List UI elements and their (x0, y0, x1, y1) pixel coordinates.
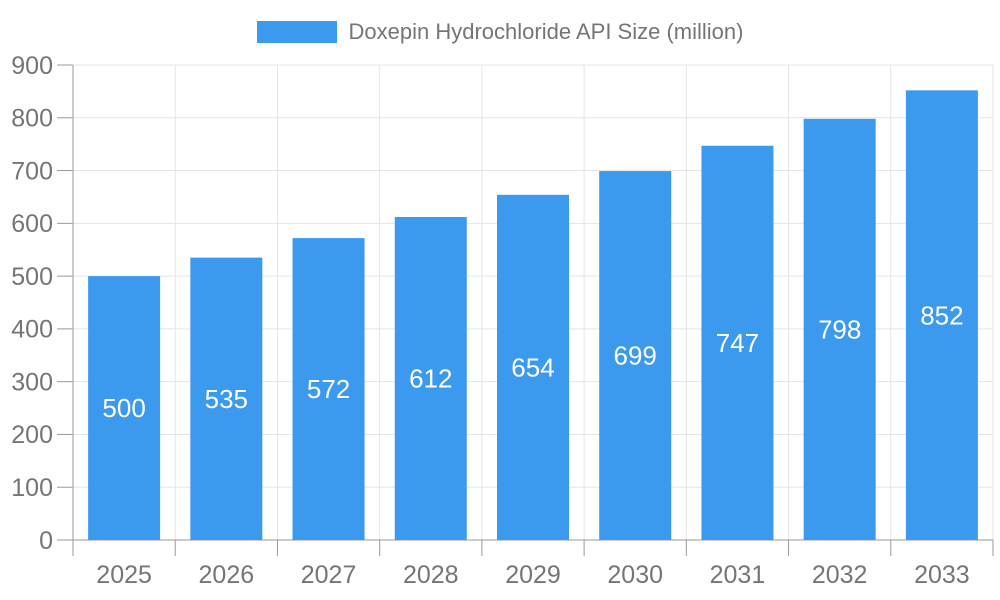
x-axis-tick-label: 2026 (199, 561, 255, 589)
x-axis-tick-label: 2029 (505, 561, 561, 589)
bar-value-label: 535 (205, 384, 248, 414)
legend-item[interactable]: Doxepin Hydrochloride API Size (million) (0, 19, 1000, 44)
x-axis-tick-label: 2033 (914, 561, 970, 589)
bar-value-label: 798 (818, 315, 861, 345)
x-axis-tick-label: 2030 (607, 561, 663, 589)
legend-swatch (256, 21, 337, 43)
y-axis-tick-label: 800 (11, 105, 53, 133)
bar-value-label: 572 (307, 374, 350, 404)
x-axis-tick-label: 2027 (301, 561, 357, 589)
x-axis-tick-label: 2028 (403, 561, 459, 589)
x-axis-tick-label: 2025 (96, 561, 152, 589)
bar (803, 118, 876, 540)
y-axis-tick-label: 300 (11, 368, 53, 396)
y-axis-tick-label: 700 (11, 157, 53, 185)
bar-value-label: 612 (409, 364, 452, 394)
y-axis-tick-label: 500 (11, 263, 53, 291)
bar (701, 145, 774, 540)
bar (292, 238, 365, 540)
y-axis-tick-label: 600 (11, 210, 53, 238)
bar-value-label: 699 (614, 341, 657, 371)
y-axis-tick-label: 0 (39, 527, 53, 555)
y-axis-tick-label: 400 (11, 316, 53, 344)
bar (905, 90, 978, 540)
bar (190, 257, 263, 540)
bar-value-label: 852 (920, 300, 963, 330)
bar (599, 171, 672, 541)
y-axis-tick-label: 900 (11, 52, 53, 80)
y-axis-tick-label: 100 (11, 474, 53, 502)
bar (394, 217, 467, 540)
bar (88, 276, 161, 540)
x-axis-tick-label: 2032 (812, 561, 868, 589)
bar-value-label: 654 (511, 353, 554, 383)
x-axis-tick-label: 2031 (710, 561, 766, 589)
y-axis-tick-label: 200 (11, 421, 53, 449)
bar-value-label: 747 (716, 328, 759, 358)
bar (497, 194, 569, 541)
legend-label: Doxepin Hydrochloride API Size (million) (348, 19, 744, 44)
bar-value-label: 500 (102, 393, 145, 423)
